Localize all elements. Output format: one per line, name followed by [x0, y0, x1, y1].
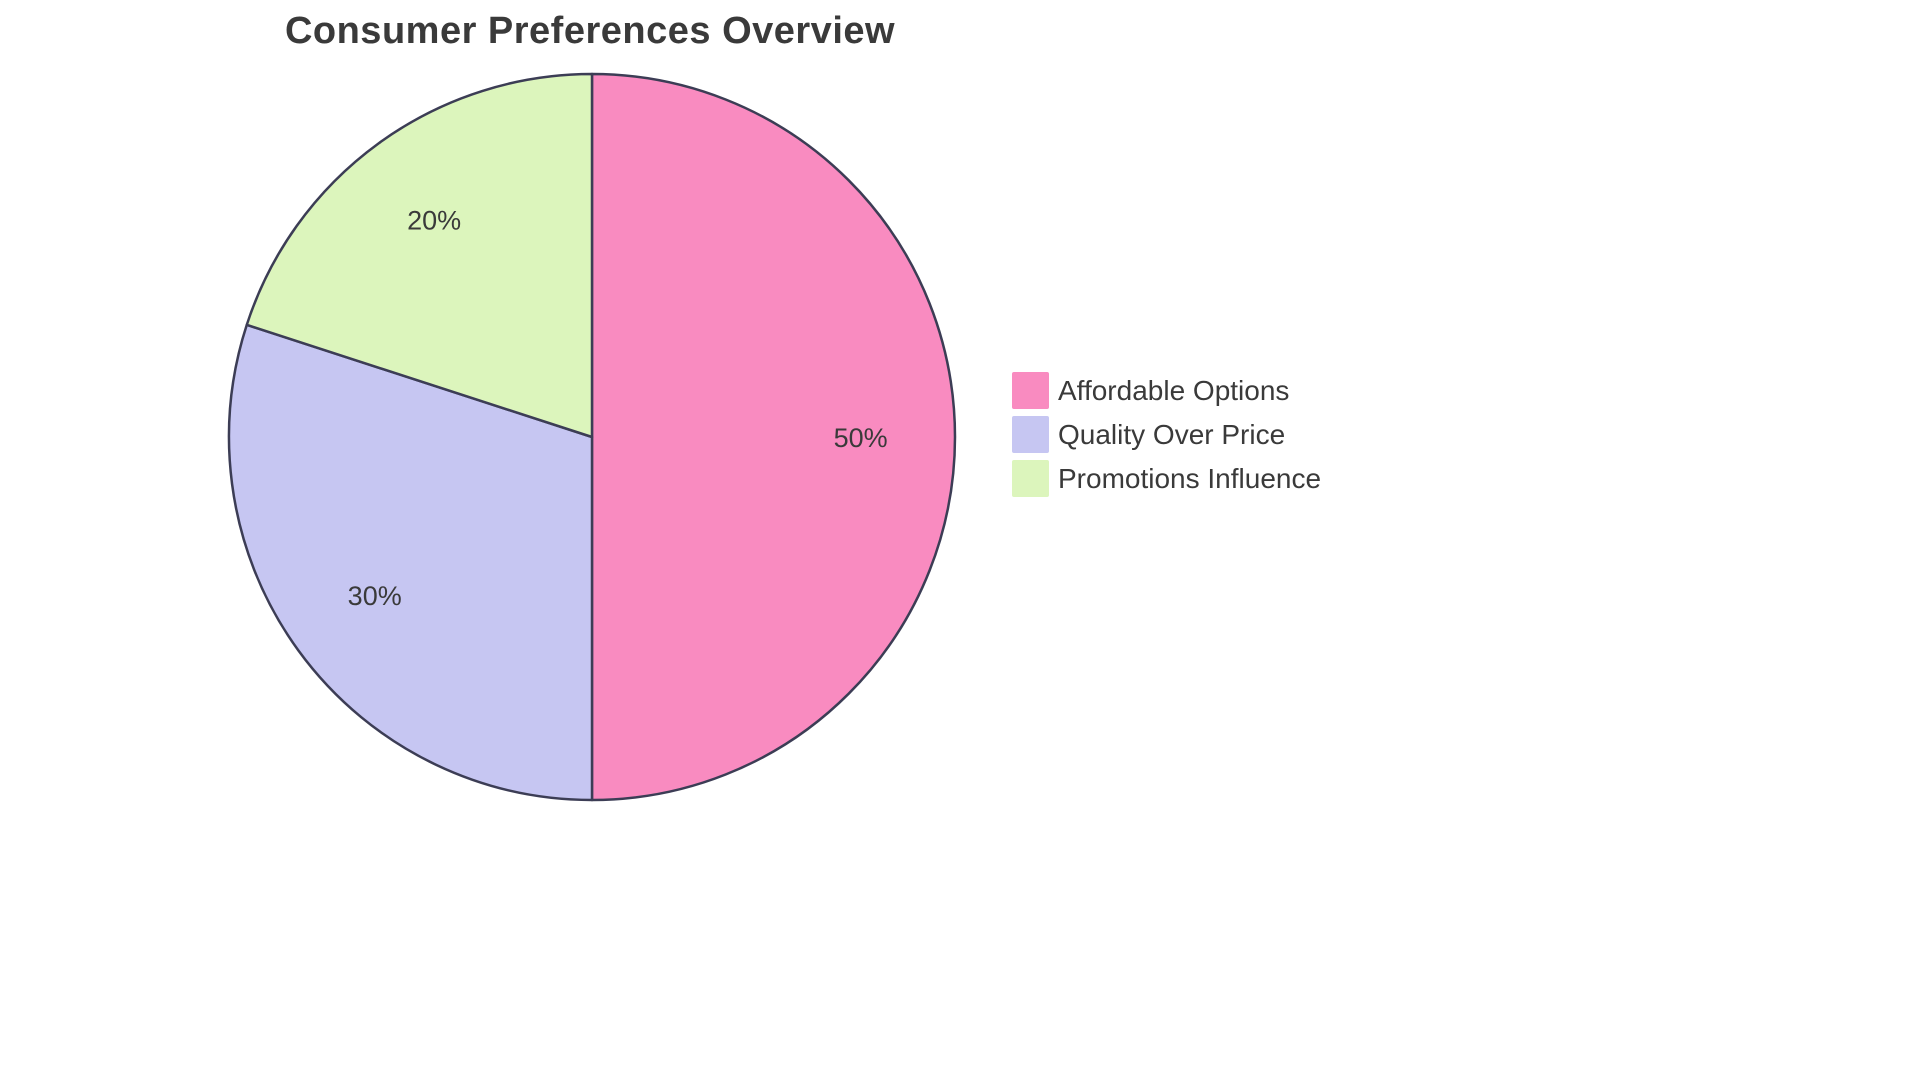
legend-swatch-icon: [1012, 372, 1049, 409]
legend-item: Promotions Influence: [1012, 460, 1321, 497]
pie-slice-1: [227, 323, 594, 802]
slice-label-2: 20%: [407, 206, 461, 236]
pie-slice-2: [245, 72, 594, 439]
legend-swatch-icon: [1012, 460, 1049, 497]
legend-swatch-icon: [1012, 416, 1049, 453]
chart-title: Consumer Preferences Overview: [284, 10, 896, 52]
legend: Affordable Options Quality Over Price Pr…: [1012, 372, 1321, 497]
legend-item: Quality Over Price: [1012, 416, 1321, 453]
legend-label: Promotions Influence: [1058, 462, 1322, 494]
slice-label-1: 30%: [348, 581, 402, 611]
pie-slice-0: [590, 72, 957, 802]
legend-item: Affordable Options: [1012, 372, 1321, 409]
legend-label: Affordable Options: [1058, 374, 1290, 406]
slice-label-0: 50%: [834, 423, 888, 453]
legend-label: Quality Over Price: [1058, 418, 1286, 450]
